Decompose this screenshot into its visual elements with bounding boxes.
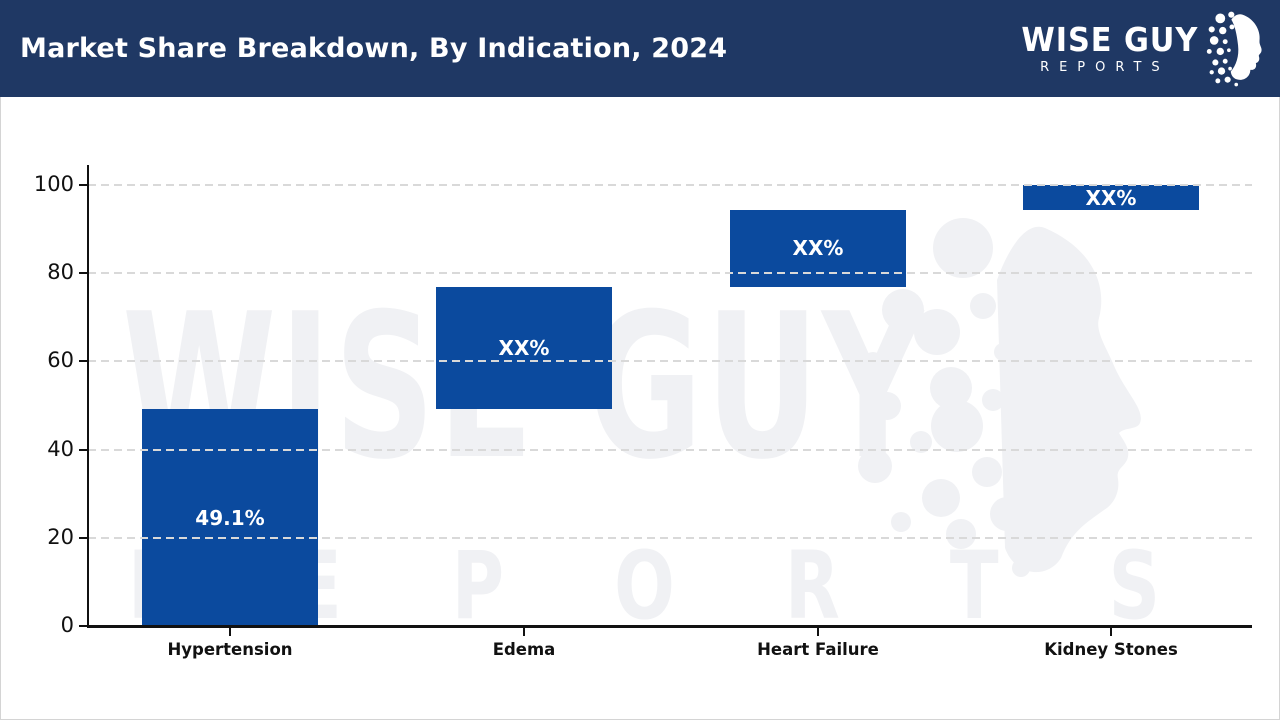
y-tick-label: 60 — [47, 348, 74, 373]
logo-text: WISE GUY REPORTS — [1006, 23, 1198, 74]
y-tick-mark — [79, 360, 87, 363]
x-tick-mark — [229, 627, 231, 636]
x-tick-mark — [523, 627, 525, 636]
bar-value-label: XX% — [1085, 185, 1137, 210]
x-axis — [87, 625, 1252, 628]
bar-kidney-stones: XX% — [1023, 185, 1199, 211]
y-tick-mark — [79, 625, 87, 627]
watermark-face-icon — [858, 218, 1141, 577]
gridline-40 — [88, 448, 1252, 451]
bar-edema: XX% — [436, 286, 612, 410]
bar-hypertension: 49.1% — [142, 409, 318, 626]
bar-value-label: 49.1% — [195, 505, 265, 530]
y-tick-mark — [79, 448, 87, 451]
y-tick-label: 40 — [47, 436, 74, 461]
y-tick-label: 20 — [47, 524, 74, 549]
y-tick-label: 0 — [60, 613, 74, 637]
gridline-60 — [88, 360, 1252, 363]
x-category-label: Kidney Stones — [1044, 640, 1178, 659]
y-axis — [87, 165, 89, 628]
header-bar: Market Share Breakdown, By Indication, 2… — [0, 0, 1280, 97]
x-category-label: Edema — [492, 640, 556, 659]
logo-face-icon — [1206, 11, 1262, 86]
x-tick-mark — [817, 627, 819, 636]
bar-value-label: XX% — [498, 336, 550, 361]
y-tick-label: 100 — [33, 172, 74, 196]
y-tick-mark — [79, 536, 87, 539]
wise-guy-reports-logo: WISE GUY REPORTS — [1006, 11, 1266, 87]
gridline-100 — [88, 184, 1252, 186]
bar-value-label: XX% — [792, 236, 844, 261]
x-category-label: Hypertension — [167, 640, 293, 659]
chart-title: Market Share Breakdown, By Indication, 2… — [20, 33, 728, 64]
x-tick-mark — [1110, 627, 1112, 636]
bar-heart-failure: XX% — [730, 210, 906, 287]
y-tick-mark — [79, 184, 87, 186]
logo-wordmark: WISE GUY — [1021, 20, 1198, 59]
x-category-label: Heart Failure — [757, 640, 879, 659]
gridline-80 — [88, 272, 1252, 275]
y-tick-mark — [79, 272, 87, 275]
y-tick-label: 80 — [47, 260, 74, 285]
logo-subtitle: REPORTS — [1040, 60, 1170, 75]
gridline-20 — [88, 536, 1252, 539]
